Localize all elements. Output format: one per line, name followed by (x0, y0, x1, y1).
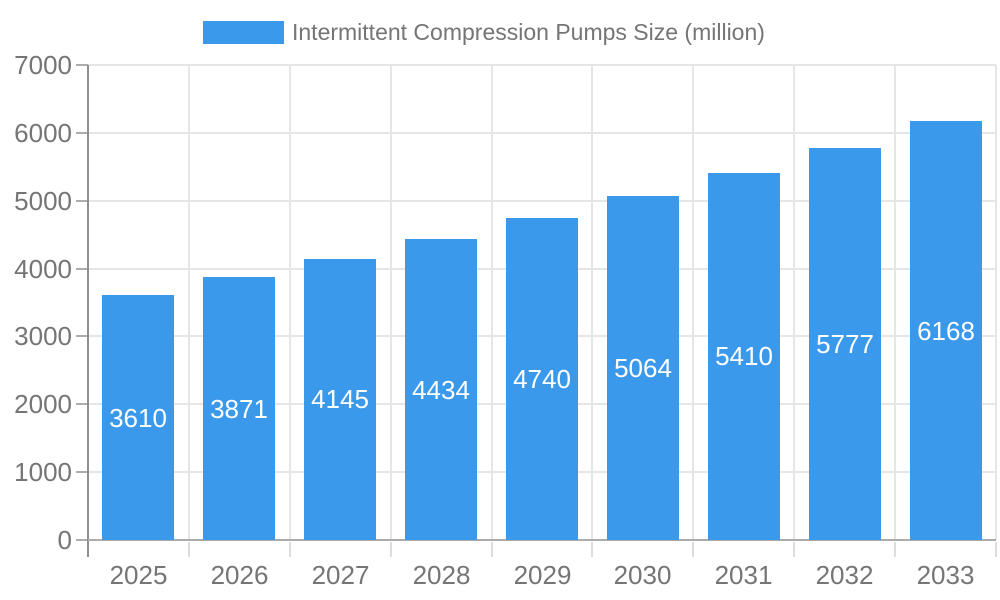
bar (910, 121, 982, 540)
y-axis-tick (76, 539, 88, 541)
x-tick-label: 2027 (311, 560, 370, 590)
bar-value-label: 5410 (715, 341, 773, 371)
h-gridline (88, 64, 996, 66)
legend-swatch (203, 21, 284, 44)
bar (405, 239, 477, 540)
y-axis-tick (76, 268, 88, 270)
v-gridline (995, 65, 997, 540)
x-axis-tick (491, 542, 493, 557)
v-gridline (692, 65, 694, 540)
x-tick-label: 2031 (714, 560, 773, 590)
y-tick-label: 3000 (14, 321, 72, 351)
x-axis-tick (289, 542, 291, 557)
v-gridline (289, 65, 291, 540)
x-axis-baseline (88, 539, 996, 541)
y-axis-tick (76, 335, 88, 337)
h-gridline (88, 132, 996, 134)
v-gridline (894, 65, 896, 540)
bar (708, 173, 780, 540)
y-tick-label: 0 (57, 525, 72, 555)
x-axis-tick (793, 542, 795, 557)
v-gridline (491, 65, 493, 540)
y-axis-tick (76, 200, 88, 202)
bar-value-label: 5064 (614, 353, 672, 383)
bar-value-label: 4145 (311, 384, 369, 414)
x-tick-label: 2029 (513, 560, 572, 590)
bar-value-label: 3871 (210, 394, 268, 424)
x-tick-label: 2030 (613, 560, 672, 590)
y-axis-tick (76, 64, 88, 66)
legend-label: Intermittent Compression Pumps Size (mil… (292, 19, 765, 45)
v-gridline (591, 65, 593, 540)
y-tick-label: 1000 (14, 457, 72, 487)
h-gridline (88, 200, 996, 202)
y-tick-label: 5000 (14, 186, 72, 216)
x-axis-tick (390, 542, 392, 557)
y-axis-line (87, 65, 89, 557)
x-tick-label: 2033 (916, 560, 975, 590)
x-tick-label: 2025 (109, 560, 168, 590)
bar (506, 218, 578, 540)
x-axis-tick (591, 542, 593, 557)
y-tick-label: 2000 (14, 389, 72, 419)
y-axis-tick (76, 132, 88, 134)
bar (809, 148, 881, 540)
x-axis-tick (894, 542, 896, 557)
bar-value-label: 4434 (412, 375, 470, 405)
y-tick-label: 4000 (14, 254, 72, 284)
bar-value-label: 3610 (109, 403, 167, 433)
bar-value-label: 4740 (513, 364, 571, 394)
x-tick-label: 2028 (412, 560, 471, 590)
x-axis-tick (995, 542, 997, 557)
legend: Intermittent Compression Pumps Size (mil… (0, 0, 1000, 56)
y-tick-label: 7000 (14, 50, 72, 80)
x-tick-label: 2032 (815, 560, 874, 590)
bar-value-label: 6168 (917, 316, 975, 346)
bar (607, 196, 679, 540)
bar (102, 295, 174, 540)
v-gridline (793, 65, 795, 540)
bar (203, 277, 275, 540)
y-tick-label: 6000 (14, 118, 72, 148)
bar (304, 259, 376, 540)
y-axis-tick (76, 471, 88, 473)
v-gridline (390, 65, 392, 540)
bar-value-label: 5777 (816, 329, 874, 359)
y-axis-tick (76, 403, 88, 405)
x-axis-tick (692, 542, 694, 557)
x-tick-label: 2026 (210, 560, 269, 590)
x-axis-tick (188, 542, 190, 557)
v-gridline (188, 65, 190, 540)
